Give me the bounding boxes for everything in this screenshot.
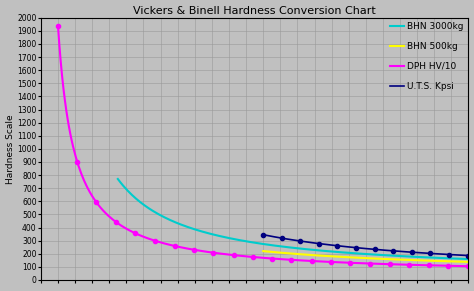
U.T.S. Kpsi [299,239,304,243]
Line: DPH HV/10: DPH HV/10 [58,26,468,266]
BHN 500kg [299,253,304,256]
DPH HV/10 [300,259,305,262]
BHN 500kg [315,254,321,257]
DPH HV/10 [306,259,312,262]
Line: BHN 500kg: BHN 500kg [263,251,468,262]
DPH HV/10 [298,259,304,262]
BHN 3000kg [115,177,121,181]
Line: BHN 3000kg: BHN 3000kg [118,179,468,259]
DPH HV/10 [427,264,433,267]
BHN 3000kg [256,242,262,245]
DPH HV/10 [56,43,62,47]
BHN 500kg [273,251,278,254]
Title: Vickers & Binell Hardness Conversion Chart: Vickers & Binell Hardness Conversion Cha… [133,6,376,15]
U.T.S. Kpsi [465,254,471,257]
Line: U.T.S. Kpsi: U.T.S. Kpsi [263,235,468,255]
BHN 3000kg [173,221,178,224]
U.T.S. Kpsi [269,235,274,238]
U.T.S. Kpsi [315,242,321,245]
Legend: BHN 3000kg, BHN 500kg, DPH HV/10, U.T.S. Kpsi: BHN 3000kg, BHN 500kg, DPH HV/10, U.T.S.… [388,19,466,93]
BHN 3000kg [452,257,457,260]
BHN 3000kg [465,257,471,261]
BHN 3000kg [260,242,266,246]
BHN 500kg [465,260,471,264]
BHN 3000kg [357,252,363,255]
BHN 500kg [269,250,274,254]
U.T.S. Kpsi [448,253,454,256]
U.T.S. Kpsi [456,253,461,257]
BHN 500kg [260,249,266,253]
U.T.S. Kpsi [273,235,278,239]
BHN 3000kg [318,249,323,252]
DPH HV/10 [401,263,407,266]
Y-axis label: Hardness Scale: Hardness Scale [6,114,15,184]
BHN 500kg [456,260,461,263]
DPH HV/10 [55,24,61,27]
U.T.S. Kpsi [260,233,266,237]
BHN 500kg [448,260,454,263]
DPH HV/10 [465,265,471,268]
